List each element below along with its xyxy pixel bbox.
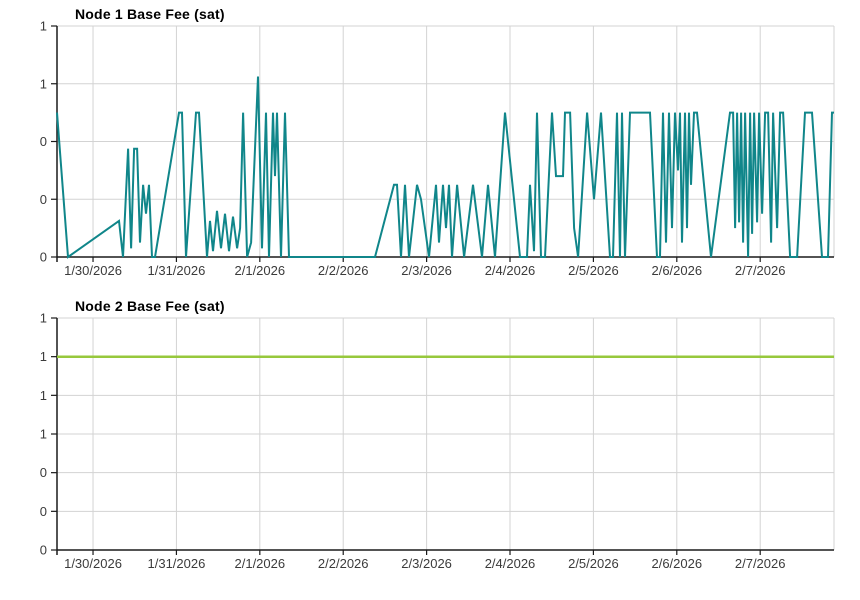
y-tick-label: 0 bbox=[40, 250, 47, 265]
y-tick-label: 1 bbox=[40, 311, 47, 326]
node1-chart-canvas: 0 0 0 1 1 1/30/2026 1/31/2026 2/1/2026 2/2/2026 2… bbox=[40, 19, 835, 278]
x-tick-label: 1/30/2026 bbox=[64, 263, 122, 278]
x-tick-label: 2/3/2026 bbox=[401, 263, 452, 278]
y-tick-label: 1 bbox=[40, 349, 47, 364]
x-tick-label: 2/5/2026 bbox=[568, 263, 619, 278]
y-tick-label: 1 bbox=[40, 388, 47, 403]
x-tick-label: 1/31/2026 bbox=[148, 263, 206, 278]
x-tick-label: 2/6/2026 bbox=[651, 263, 702, 278]
y-tick-label: 0 bbox=[40, 543, 47, 558]
x-tick-label: 2/2/2026 bbox=[318, 263, 369, 278]
x-tick-label: 2/7/2026 bbox=[735, 556, 786, 571]
y-tick-label: 0 bbox=[40, 134, 47, 149]
node2-chart-canvas: 0 0 0 1 1 1 1 1/30/2026 1/31/2026 2/1/2026 2/2/202… bbox=[40, 311, 835, 571]
y-tick-label: 1 bbox=[40, 427, 47, 442]
y-tick-label: 0 bbox=[40, 192, 47, 207]
x-tick-label: 2/5/2026 bbox=[568, 556, 619, 571]
y-tick-label: 0 bbox=[40, 504, 47, 519]
x-tick-label: 1/31/2026 bbox=[148, 556, 206, 571]
x-tick-label: 2/2/2026 bbox=[318, 556, 369, 571]
x-tick-label: 2/1/2026 bbox=[235, 556, 286, 571]
x-tick-label: 2/3/2026 bbox=[401, 556, 452, 571]
node2-chart-title: Node 2 Base Fee (sat) bbox=[75, 298, 225, 314]
x-tick-label: 2/4/2026 bbox=[485, 263, 536, 278]
x-tick-label: 2/6/2026 bbox=[651, 556, 702, 571]
y-tick-label: 0 bbox=[40, 465, 47, 480]
y-tick-label: 1 bbox=[40, 76, 47, 91]
x-tick-label: 2/4/2026 bbox=[485, 556, 536, 571]
x-tick-label: 2/1/2026 bbox=[235, 263, 286, 278]
node1-chart-title: Node 1 Base Fee (sat) bbox=[75, 6, 225, 22]
x-tick-label: 1/30/2026 bbox=[64, 556, 122, 571]
series-line bbox=[56, 76, 834, 259]
y-tick-label: 1 bbox=[40, 19, 47, 34]
x-tick-label: 2/7/2026 bbox=[735, 263, 786, 278]
